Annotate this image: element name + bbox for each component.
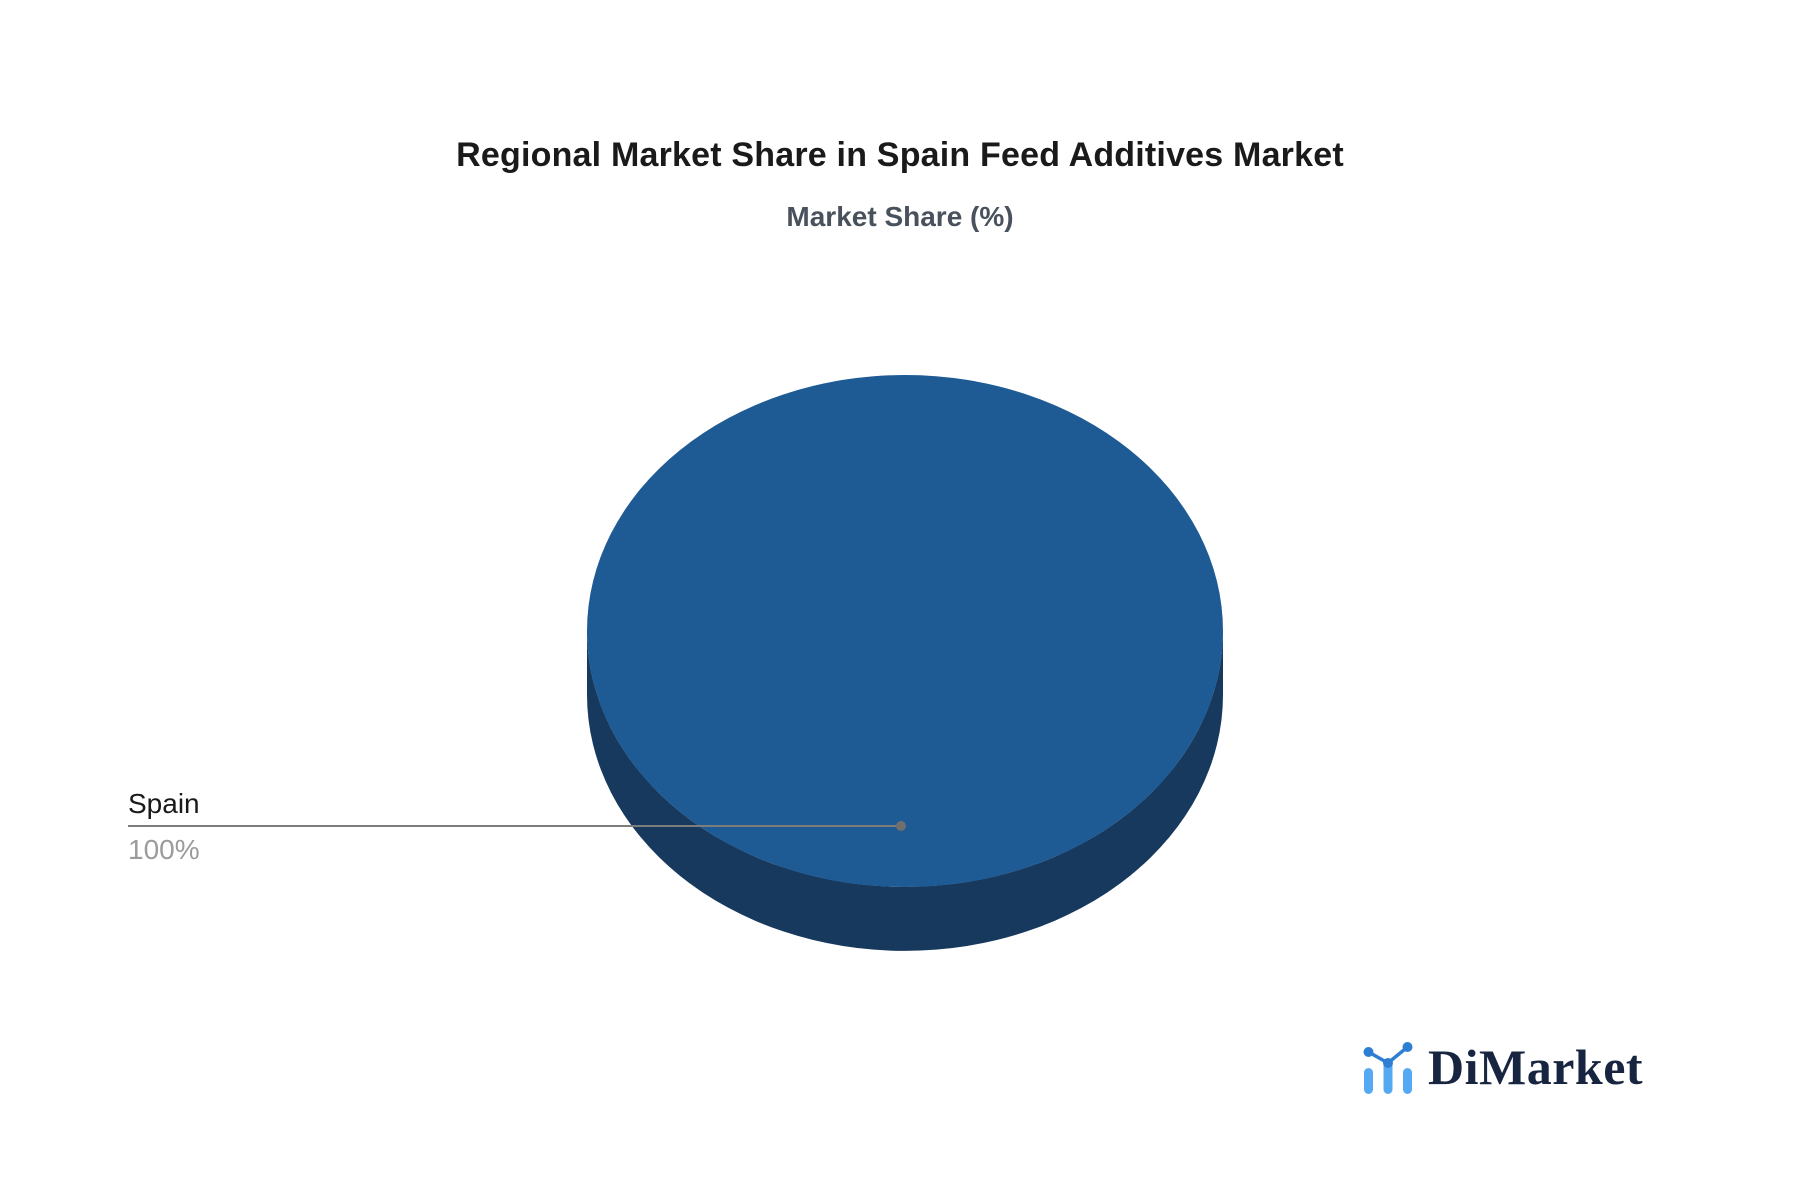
slice-label: Spain [128,788,200,819]
slice-value: 100% [128,834,200,866]
slice-callout: Spain 100% [128,788,906,866]
logo: DiMarket [1362,1038,1643,1096]
logo-text: DiMarket [1428,1039,1644,1095]
pie-slice-spain[interactable] [587,375,1223,951]
logo-icon-line [1363,1042,1413,1068]
chart-title: Regional Market Share in Spain Feed Addi… [456,136,1344,174]
logo-icon-bars [1364,1062,1412,1094]
leader-line [128,821,906,832]
pie-chart [587,375,1223,951]
chart-subtitle: Market Share (%) [786,201,1014,232]
leader-dot [896,821,906,832]
bar-line-chart-icon [1363,1042,1413,1094]
